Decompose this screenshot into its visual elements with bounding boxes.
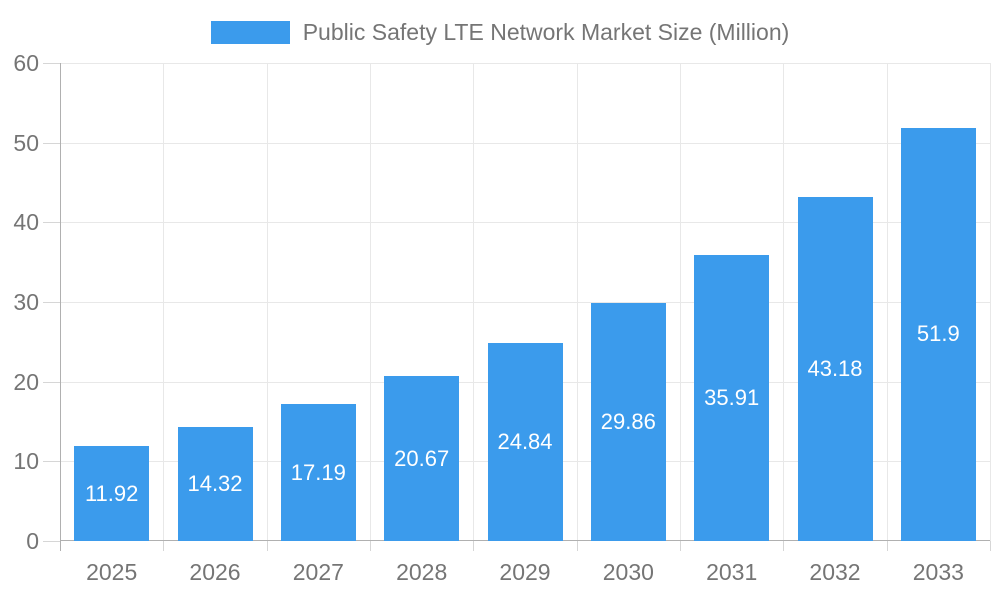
x-gridline: [473, 63, 475, 541]
x-axis-tick: [576, 541, 578, 551]
y-axis-tick-label: 50: [13, 129, 39, 156]
bar-value-label: 24.84: [497, 429, 553, 455]
x-axis-label: 2025: [86, 559, 138, 585]
bar-value-label: 17.19: [290, 459, 346, 485]
y-gridline: [60, 302, 990, 303]
bar[interactable]: 43.18: [797, 197, 873, 541]
x-gridline: [783, 63, 785, 541]
bar[interactable]: 24.84: [487, 343, 563, 541]
x-gridline: [990, 63, 991, 541]
x-gridline: [576, 63, 578, 541]
bar-value-label: 20.67: [394, 445, 450, 471]
bar[interactable]: 20.67: [384, 376, 460, 541]
y-gridline: [60, 142, 990, 144]
x-gridline: [370, 63, 371, 541]
x-axis-tick: [783, 541, 785, 551]
bar[interactable]: 35.91: [694, 254, 770, 541]
bar-value-label: 14.32: [187, 470, 243, 496]
y-axis-tick-label: 20: [13, 368, 39, 395]
y-axis-tick: [43, 302, 60, 303]
x-axis-label: 2032: [809, 559, 861, 585]
y-axis-tick: [43, 381, 60, 383]
bar[interactable]: 11.92: [74, 446, 150, 541]
x-axis-tick: [370, 541, 371, 551]
plot-area: 11.92 14.32 17.19 20.67 24.84 29.86 35.91 43.18…: [43, 63, 991, 551]
y-axis-tick-label: 10: [13, 448, 39, 475]
x-axis-label: 2026: [189, 559, 241, 585]
x-gridline: [680, 63, 681, 541]
x-axis-tick: [473, 541, 475, 551]
legend-swatch-icon: [210, 21, 290, 44]
y-axis-tick-label: 40: [13, 209, 39, 236]
x-axis-tick: [266, 541, 268, 551]
y-axis-tick-label: 30: [13, 289, 39, 315]
y-axis-tick: [43, 222, 60, 224]
y-axis-tick-label: 0: [26, 528, 39, 554]
x-axis-label: 2030: [602, 559, 654, 585]
x-gridline: [163, 63, 165, 541]
y-gridline: [60, 222, 990, 224]
y-axis-line: [60, 63, 61, 551]
x-axis-tick: [886, 541, 888, 551]
y-axis-tick-label: 60: [13, 50, 39, 76]
y-axis-tick: [43, 63, 60, 64]
bar[interactable]: 51.9: [900, 127, 976, 541]
bar-value-label: 51.9: [916, 321, 960, 347]
y-gridline: [60, 63, 990, 64]
y-axis-tick: [43, 142, 60, 144]
x-axis-label: 2027: [292, 559, 344, 585]
bar-value-label: 35.91: [704, 384, 760, 410]
bar[interactable]: 17.19: [280, 404, 356, 541]
bar-value-label: 43.18: [807, 356, 863, 381]
x-axis-tick: [680, 541, 681, 551]
x-gridline: [266, 63, 268, 541]
bar-value-label: 11.92: [84, 480, 139, 506]
bar[interactable]: 29.86: [590, 303, 666, 541]
x-axis-label: 2028: [396, 559, 448, 585]
bar[interactable]: 14.32: [177, 426, 253, 541]
legend-label: Public Safety LTE Network Market Size (M…: [302, 19, 790, 45]
x-axis-label: 2033: [912, 559, 964, 585]
x-axis-label: 2029: [499, 559, 551, 585]
y-axis-tick: [43, 541, 60, 542]
y-axis-tick: [43, 461, 60, 463]
chart-legend[interactable]: Public Safety LTE Network Market Size (M…: [0, 21, 1000, 44]
x-axis-tick: [163, 541, 165, 551]
x-axis-label: 2031: [706, 559, 758, 585]
bar-value-label: 29.86: [600, 409, 656, 435]
x-gridline: [886, 63, 888, 541]
x-axis-tick: [990, 541, 991, 551]
